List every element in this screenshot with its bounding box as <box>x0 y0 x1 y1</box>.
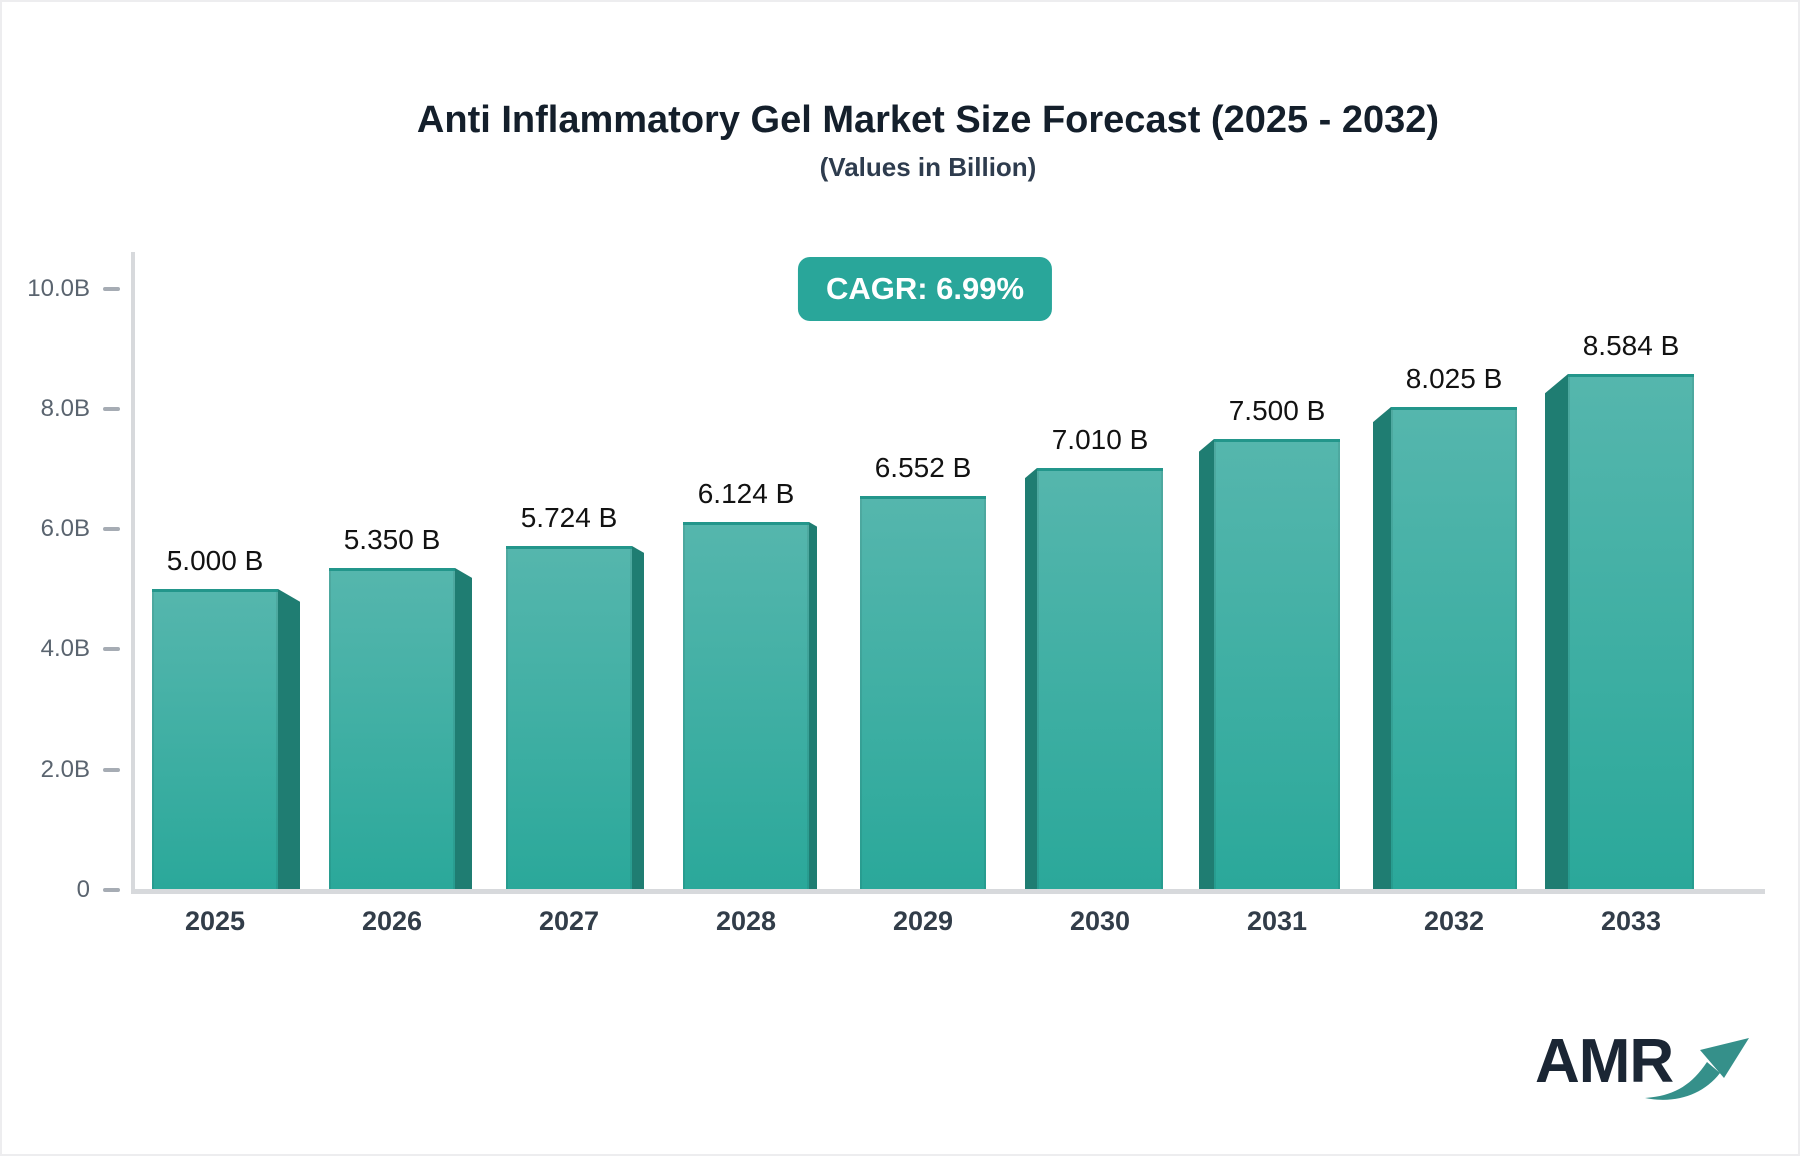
y-tick-dash <box>103 406 120 411</box>
y-tick-label: 10.0B <box>27 274 90 302</box>
bar-front-face <box>329 568 455 890</box>
y-tick-label: 8.0B <box>40 394 90 422</box>
bar-front-face <box>506 546 632 890</box>
bar-2028 <box>683 522 817 890</box>
bar-value-label: 5.350 B <box>343 524 441 555</box>
bar-side-face <box>1373 407 1391 890</box>
bar-front-face <box>1568 374 1694 890</box>
y-tick-label: 0 <box>76 876 90 903</box>
bar-front-face <box>1037 468 1163 890</box>
bar-value-label: 8.025 B <box>1405 363 1503 394</box>
bar-2027 <box>506 546 644 890</box>
y-tick-dash <box>103 647 120 652</box>
y-axis-line <box>131 252 135 894</box>
growth-arrow-icon <box>1645 1038 1750 1100</box>
bar-2029 <box>860 496 986 890</box>
bar-front-face <box>1214 439 1340 890</box>
bar-front-face <box>683 522 809 890</box>
x-axis-label: 2031 <box>1246 906 1308 936</box>
amr-logo-text: AMR <box>1535 1027 1674 1096</box>
bar-2025 <box>152 589 300 890</box>
x-axis-label: 2028 <box>715 906 777 936</box>
bar-2032 <box>1373 407 1517 890</box>
cagr-badge: CAGR: 6.99% <box>797 257 1053 321</box>
x-axis-label: 2029 <box>892 906 954 936</box>
y-tick-dash <box>103 767 120 772</box>
bar-side-face <box>1025 468 1037 890</box>
bar-side-face <box>632 546 644 890</box>
y-tick-dash <box>103 286 120 291</box>
bar-side-face <box>809 522 817 890</box>
bar-side-face <box>278 589 300 890</box>
bar-front-face <box>860 496 986 890</box>
bar-front-face <box>1391 407 1517 890</box>
y-tick-dash <box>103 527 120 532</box>
bar-front-face <box>152 589 278 890</box>
bar-2030 <box>1025 468 1163 890</box>
bar-side-face <box>1199 439 1214 890</box>
chart-title: Anti Inflammatory Gel Market Size Foreca… <box>416 99 1440 141</box>
x-axis-label: 2026 <box>361 906 423 936</box>
bar-side-face <box>455 568 472 890</box>
bar-2031 <box>1199 439 1340 890</box>
bar-value-label: 6.124 B <box>697 478 795 509</box>
y-tick-dash <box>103 888 120 892</box>
bar-value-label: 6.552 B <box>874 452 972 483</box>
bar-value-label: 8.584 B <box>1582 330 1680 361</box>
y-tick-label: 2.0B <box>40 755 90 783</box>
bar-value-label: 7.500 B <box>1228 395 1326 426</box>
bar-2026 <box>329 568 472 890</box>
x-axis-line <box>131 889 1765 894</box>
chart-subtitle: (Values in Billion) <box>819 152 1037 182</box>
bar-value-label: 7.010 B <box>1051 424 1149 455</box>
bar-value-label: 5.000 B <box>166 545 264 576</box>
y-tick-label: 6.0B <box>40 515 90 543</box>
bar-value-label: 5.724 B <box>520 502 618 533</box>
x-axis-label: 2033 <box>1600 906 1662 936</box>
amr-logo: AMR <box>1535 1027 1755 1106</box>
x-axis-label: 2025 <box>184 906 246 936</box>
x-axis-label: 2027 <box>538 906 600 936</box>
y-tick-label: 4.0B <box>40 635 90 663</box>
x-axis-label: 2032 <box>1423 906 1485 936</box>
x-axis-label: 2030 <box>1069 906 1131 936</box>
bar-2033 <box>1545 374 1694 890</box>
bar-side-face <box>1545 374 1568 890</box>
